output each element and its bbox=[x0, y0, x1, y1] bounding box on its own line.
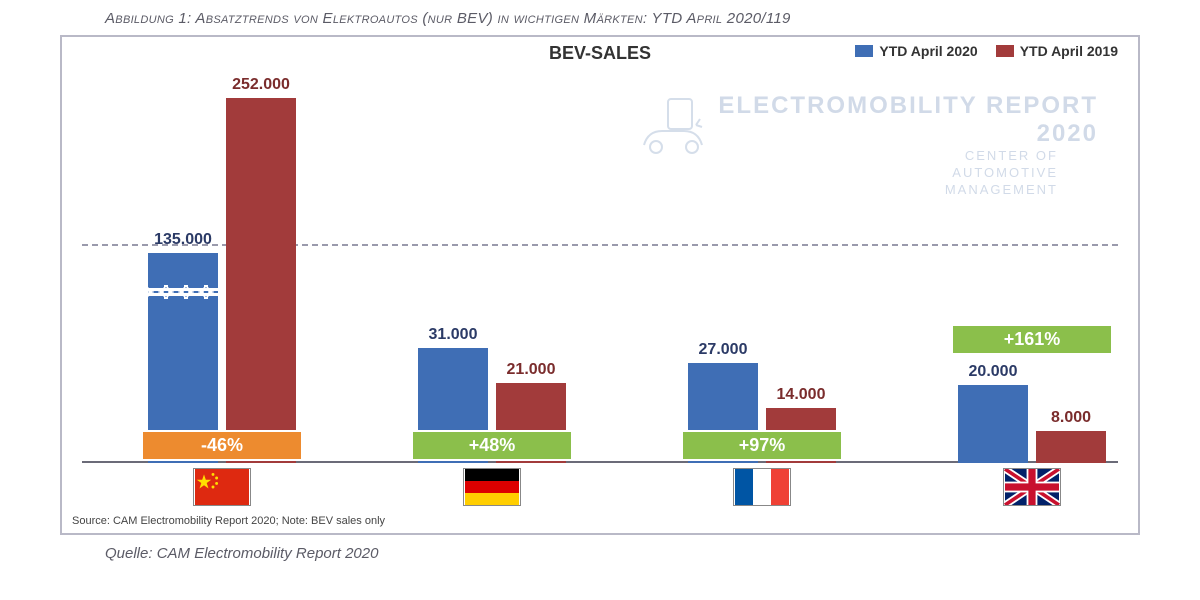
delta-badge-de: +48% bbox=[411, 430, 573, 461]
chart-frame: BEV-SALES YTD April 2020 YTD April 2019 bbox=[60, 35, 1140, 535]
flag-icon-gb bbox=[1004, 469, 1060, 505]
chart-title: BEV-SALES bbox=[549, 43, 651, 64]
legend-swatch-2019 bbox=[996, 45, 1014, 57]
source-note: Source: CAM Electromobility Report 2020;… bbox=[72, 515, 385, 527]
figure-caption-bottom: Quelle: CAM Electromobility Report 2020 bbox=[105, 545, 1170, 562]
bar-2019-value-cn: 252.000 bbox=[226, 76, 296, 94]
legend-swatch-2020 bbox=[855, 45, 873, 57]
bar-2019-value-fr: 14.000 bbox=[766, 386, 836, 404]
bar-2020-value-de: 31.000 bbox=[418, 326, 488, 344]
legend-label-2020: YTD April 2020 bbox=[879, 43, 977, 59]
legend-item-2020: YTD April 2020 bbox=[855, 43, 977, 59]
axis-break-icon bbox=[146, 285, 220, 299]
delta-badge-gb: +161% bbox=[951, 324, 1113, 355]
flag-icon-cn bbox=[194, 469, 250, 505]
plot-area: 135.000252.000-46%31.00021.000+48%27.000… bbox=[82, 72, 1118, 463]
flag-icon-de bbox=[464, 469, 520, 505]
figure-caption-top: Abbildung 1: Absatztrends von Elektroaut… bbox=[105, 10, 1170, 27]
bar-2020-value-fr: 27.000 bbox=[688, 341, 758, 359]
delta-badge-fr: +97% bbox=[681, 430, 843, 461]
bar-2020-value-cn: 135.000 bbox=[148, 231, 218, 249]
bar-2019-gb: 8.000 bbox=[1036, 431, 1106, 463]
bar-2019-value-de: 21.000 bbox=[496, 361, 566, 379]
legend-label-2019: YTD April 2019 bbox=[1020, 43, 1118, 59]
flag-icon-fr bbox=[734, 469, 790, 505]
bar-2020-value-gb: 20.000 bbox=[958, 363, 1028, 381]
legend-item-2019: YTD April 2019 bbox=[996, 43, 1118, 59]
bar-2019-value-gb: 8.000 bbox=[1036, 409, 1106, 427]
bar-2020-gb: 20.000 bbox=[958, 385, 1028, 463]
delta-badge-cn: -46% bbox=[141, 430, 303, 461]
bar-2019-cn: 252.000 bbox=[226, 98, 296, 463]
legend: YTD April 2020 YTD April 2019 bbox=[855, 43, 1118, 59]
